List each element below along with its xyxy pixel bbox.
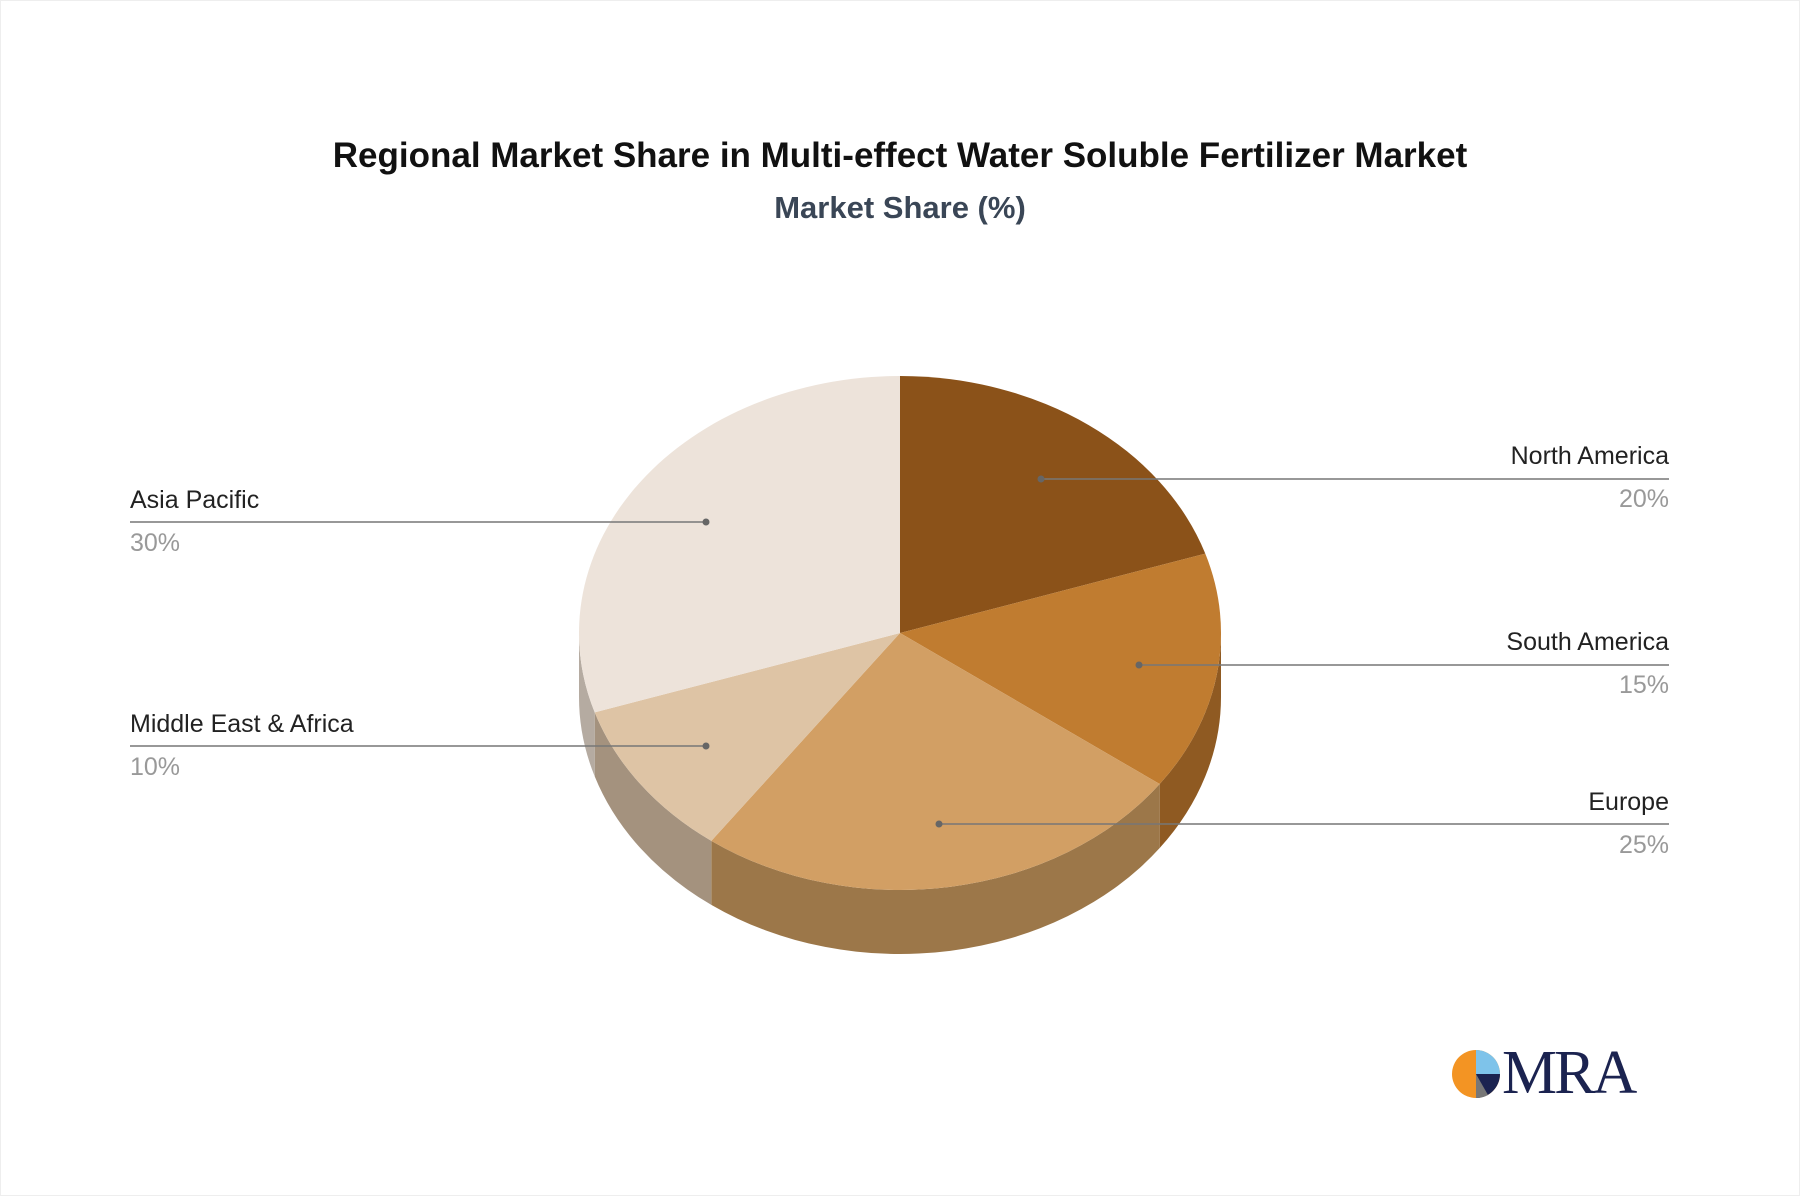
slice-side-middle-east-africa	[594, 712, 712, 905]
leader-dot-north-america	[1037, 475, 1045, 483]
chart-title: Regional Market Share in Multi-effect Wa…	[332, 136, 1468, 175]
label-north-america: North America	[1510, 442, 1669, 470]
slice-side-south-america	[1159, 633, 1221, 849]
logo-text: MRA	[1502, 1039, 1637, 1107]
leader-dot-middle-east-africa	[702, 742, 710, 750]
label-asia-pacific: Asia Pacific	[130, 486, 260, 514]
mra-logo: MRA	[1448, 1040, 1648, 1106]
slice-south-america[interactable]	[900, 553, 1221, 785]
slice-north-america[interactable]	[900, 376, 1206, 633]
slice-side-europe	[711, 784, 1160, 954]
label-europe: Europe	[1588, 788, 1669, 816]
leader-dot-europe	[935, 820, 943, 828]
leader-dot-south-america	[1135, 661, 1143, 669]
label-middle-east-africa: Middle East & Africa	[130, 710, 354, 738]
value-europe: 25%	[1618, 831, 1669, 859]
value-north-america: 20%	[1618, 485, 1669, 513]
value-south-america: 15%	[1618, 671, 1669, 699]
slice-asia-pacific[interactable]	[578, 376, 900, 713]
value-asia-pacific: 30%	[130, 529, 181, 557]
slice-europe[interactable]	[711, 633, 1160, 890]
leader-dot-asia-pacific	[702, 518, 710, 526]
slice-side-asia-pacific	[579, 633, 595, 777]
chart-subtitle: Market Share (%)	[774, 190, 1026, 225]
value-middle-east-africa: 10%	[130, 753, 181, 781]
logo-pie-icon	[1452, 1050, 1500, 1099]
slice-middle-east-africa[interactable]	[594, 633, 900, 841]
label-south-america: South America	[1506, 628, 1669, 656]
